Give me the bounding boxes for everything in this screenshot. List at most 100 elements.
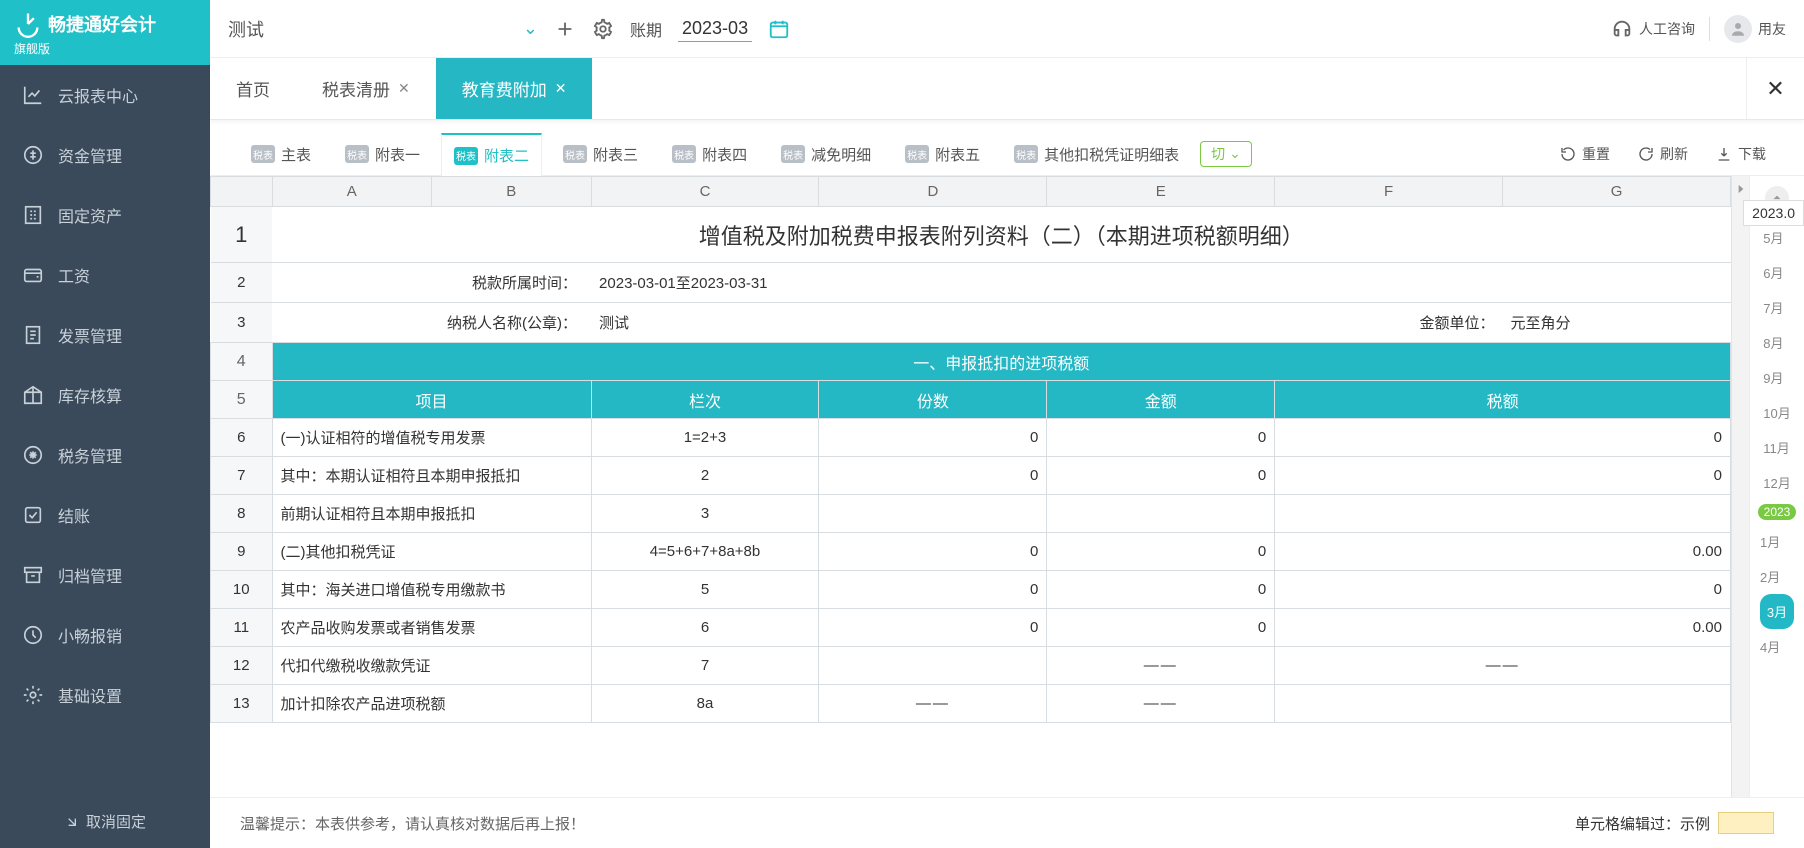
sidebar-item[interactable]: 税务管理 [0, 425, 210, 485]
cell[interactable]: 0.00 [1275, 609, 1731, 647]
subtab[interactable]: 税表附表五 [892, 132, 993, 175]
row-header[interactable]: 6 [211, 419, 273, 457]
cell-item[interactable]: 农产品收购发票或者销售发票 [272, 609, 591, 647]
cell-item[interactable]: 加计扣除农产品进项税额 [272, 685, 591, 723]
download-button[interactable]: 下载 [1706, 144, 1776, 164]
timeline-month[interactable]: 8月 [1763, 325, 1790, 360]
row-header[interactable]: 11 [211, 609, 273, 647]
row-header[interactable]: 5 [211, 381, 273, 419]
calendar-icon[interactable] [768, 18, 790, 40]
subtab[interactable]: 税表附表四 [659, 132, 760, 175]
row-header[interactable]: 7 [211, 457, 273, 495]
timeline-month[interactable]: 9月 [1763, 360, 1790, 395]
cell[interactable]: —— [1047, 685, 1275, 723]
tab-close-icon[interactable]: ✕ [555, 80, 567, 97]
tab[interactable]: 首页 [210, 58, 296, 119]
col-header[interactable]: B [432, 177, 592, 207]
collapse-handle[interactable] [1731, 176, 1749, 797]
cell-item[interactable]: 代扣代缴税收缴款凭证 [272, 647, 591, 685]
cell-lan[interactable]: 4=5+6+7+8a+8b [591, 533, 819, 571]
cell[interactable]: 0.00 [1275, 533, 1731, 571]
row-header[interactable]: 10 [211, 571, 273, 609]
cell-lan[interactable]: 7 [591, 647, 819, 685]
col-header[interactable]: F [1275, 177, 1503, 207]
tab[interactable]: 税表清册✕ [296, 58, 436, 119]
col-header[interactable]: E [1047, 177, 1275, 207]
cell[interactable]: 0 [819, 457, 1047, 495]
timeline-month[interactable]: 11月 [1763, 430, 1790, 465]
row-header[interactable]: 3 [211, 303, 273, 343]
user-menu[interactable]: 用友 [1724, 15, 1786, 43]
sidebar-item[interactable]: 发票管理 [0, 305, 210, 365]
period-input[interactable]: 2023-03 [678, 16, 752, 42]
cell-lan[interactable]: 8a [591, 685, 819, 723]
select-all-cell[interactable] [211, 177, 273, 207]
cell[interactable]: 0 [1047, 533, 1275, 571]
cell[interactable]: —— [819, 685, 1047, 723]
subtab[interactable]: 税表附表一 [332, 132, 433, 175]
tab[interactable]: 教育费附加✕ [436, 58, 593, 119]
subtab[interactable]: 税表主表 [238, 132, 324, 175]
timeline-month[interactable]: 7月 [1763, 290, 1790, 325]
row-header[interactable]: 4 [211, 343, 273, 381]
row-header[interactable]: 9 [211, 533, 273, 571]
cell[interactable]: —— [1275, 647, 1731, 685]
row-header[interactable]: 1 [211, 207, 273, 263]
gear-icon[interactable] [592, 18, 614, 40]
cell[interactable] [1275, 495, 1731, 533]
cell[interactable]: 0 [1275, 419, 1731, 457]
row-header[interactable]: 13 [211, 685, 273, 723]
col-header[interactable]: A [272, 177, 432, 207]
col-header[interactable]: C [591, 177, 819, 207]
cell-item[interactable]: (二)其他扣税凭证 [272, 533, 591, 571]
cell[interactable]: 0 [1047, 419, 1275, 457]
sidebar-item[interactable]: 库存核算 [0, 365, 210, 425]
tabs-close-button[interactable]: ✕ [1746, 58, 1804, 119]
cell[interactable] [1275, 685, 1731, 723]
subtab[interactable]: 税表附表二 [441, 133, 542, 176]
sidebar-item[interactable]: 归档管理 [0, 545, 210, 605]
cell-item[interactable]: (一)认证相符的增值税专用发票 [272, 419, 591, 457]
timeline-month[interactable]: 6月 [1763, 255, 1790, 290]
row-header[interactable]: 12 [211, 647, 273, 685]
cell-item[interactable]: 其中：本期认证相符且本期申报抵扣 [272, 457, 591, 495]
sidebar-item[interactable]: 工资 [0, 245, 210, 305]
subtab[interactable]: 税表减免明细 [768, 132, 884, 175]
cell[interactable]: 0 [1275, 571, 1731, 609]
cell-lan[interactable]: 6 [591, 609, 819, 647]
subtab[interactable]: 税表附表三 [550, 132, 651, 175]
sidebar-item[interactable]: 固定资产 [0, 185, 210, 245]
row-header[interactable]: 2 [211, 263, 273, 303]
sidebar-item[interactable]: 基础设置 [0, 665, 210, 725]
cell[interactable]: —— [1047, 647, 1275, 685]
refresh-button[interactable]: 刷新 [1628, 144, 1698, 164]
col-header[interactable]: D [819, 177, 1047, 207]
cell-lan[interactable]: 5 [591, 571, 819, 609]
timeline-month[interactable]: 10月 [1763, 395, 1790, 430]
cell[interactable]: 0 [819, 533, 1047, 571]
cell-lan[interactable]: 2 [591, 457, 819, 495]
cell[interactable]: 0 [819, 419, 1047, 457]
cell-item[interactable]: 前期认证相符且本期申报抵扣 [272, 495, 591, 533]
reset-button[interactable]: 重置 [1550, 144, 1620, 164]
spreadsheet[interactable]: ABCDEFG1增值税及附加税费申报表附列资料（二）（本期进项税额明细）2税款所… [210, 176, 1731, 797]
timeline-month[interactable]: 4月 [1760, 629, 1794, 664]
timeline-month[interactable]: 3月 [1760, 594, 1794, 629]
year-chip[interactable]: 2023 [1758, 504, 1797, 520]
cell[interactable]: 0 [1275, 457, 1731, 495]
cell[interactable]: 0 [1047, 457, 1275, 495]
unpin-button[interactable]: 取消固定 [0, 795, 210, 848]
cell[interactable]: 0 [1047, 571, 1275, 609]
cell[interactable]: 0 [1047, 609, 1275, 647]
row-header[interactable]: 8 [211, 495, 273, 533]
support-link[interactable]: 人工咨询 [1611, 18, 1695, 40]
subtab[interactable]: 税表其他扣税凭证明细表 [1001, 132, 1192, 175]
company-select[interactable]: 测试 ⌄ [228, 16, 538, 42]
timeline-month[interactable]: 2月 [1760, 559, 1794, 594]
timeline-month[interactable]: 1月 [1760, 524, 1794, 559]
sidebar-item[interactable]: 结账 [0, 485, 210, 545]
cell-item[interactable]: 其中：海关进口增值税专用缴款书 [272, 571, 591, 609]
sidebar-item[interactable]: 云报表中心 [0, 65, 210, 125]
sidebar-item[interactable]: 小畅报销 [0, 605, 210, 665]
plus-icon[interactable] [554, 18, 576, 40]
